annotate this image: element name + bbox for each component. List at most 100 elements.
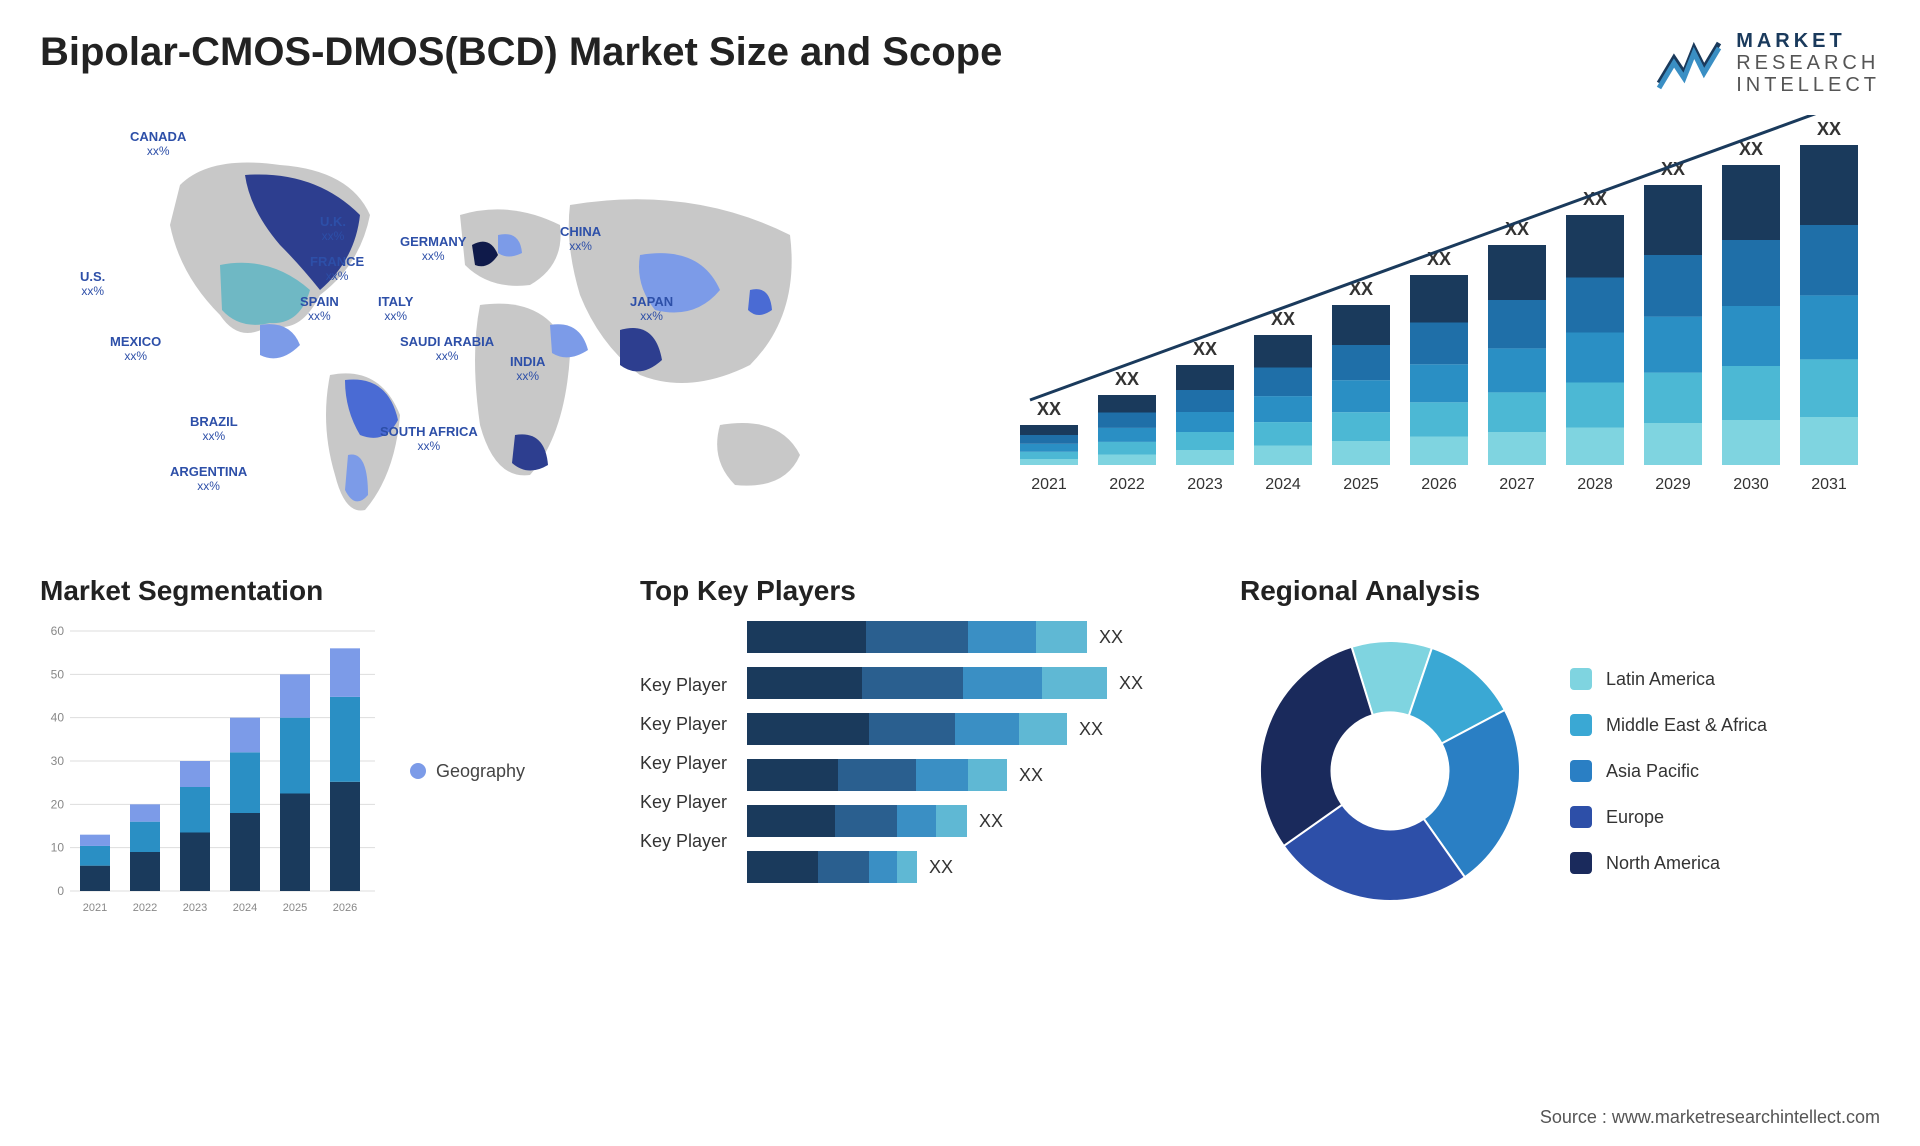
regional-legend-item: Asia Pacific — [1570, 760, 1767, 782]
header: Bipolar-CMOS-DMOS(BCD) Market Size and S… — [40, 20, 1880, 105]
page-title: Bipolar-CMOS-DMOS(BCD) Market Size and S… — [40, 20, 1002, 105]
map-label: SPAINxx% — [300, 295, 339, 324]
legend-swatch — [1570, 760, 1592, 782]
svg-text:2026: 2026 — [1421, 476, 1457, 493]
regional-panel: Regional Analysis Latin America Middle Ea… — [1240, 575, 1880, 921]
map-label: BRAZILxx% — [190, 415, 238, 444]
svg-text:2025: 2025 — [283, 902, 307, 914]
player-row: XX — [747, 667, 1200, 699]
segmentation-chart: 0 10 20 30 40 50 60 2021 2022 2023 2024 2025 2026 — [40, 621, 380, 921]
map-label: JAPANxx% — [630, 295, 673, 324]
players-labels: Key PlayerKey PlayerKey PlayerKey Player… — [640, 621, 727, 883]
map-label: CANADAxx% — [130, 130, 186, 159]
legend-swatch — [1570, 806, 1592, 828]
legend-label: Latin America — [1606, 669, 1715, 690]
players-bars: XX XX XX XX XX XX — [747, 621, 1200, 883]
player-value: XX — [1099, 627, 1123, 648]
regional-legend-item: Europe — [1570, 806, 1767, 828]
logo-line1: MARKET — [1736, 30, 1880, 52]
svg-text:0: 0 — [57, 884, 64, 898]
svg-text:2021: 2021 — [83, 902, 107, 914]
logo-text: MARKET RESEARCH INTELLECT — [1736, 30, 1880, 96]
source-text: Source : www.marketresearchintellect.com — [1540, 1107, 1880, 1128]
legend-swatch — [1570, 714, 1592, 736]
svg-text:XX: XX — [1739, 139, 1763, 159]
svg-text:2022: 2022 — [1109, 476, 1145, 493]
svg-text:2027: 2027 — [1499, 476, 1535, 493]
regional-legend-item: Latin America — [1570, 668, 1767, 690]
svg-text:20: 20 — [51, 797, 65, 811]
map-label: FRANCExx% — [310, 255, 364, 284]
player-value: XX — [1079, 719, 1103, 740]
svg-text:XX: XX — [1115, 369, 1139, 389]
map-label: SOUTH AFRICAxx% — [380, 425, 478, 454]
player-value: XX — [1119, 673, 1143, 694]
segmentation-panel: Market Segmentation 0 10 20 30 40 50 60 2021 202… — [40, 575, 600, 921]
svg-text:2028: 2028 — [1577, 476, 1613, 493]
legend-swatch — [410, 763, 426, 779]
svg-text:2023: 2023 — [183, 902, 207, 914]
map-label: MEXICOxx% — [110, 335, 161, 364]
regional-title: Regional Analysis — [1240, 575, 1880, 607]
player-value: XX — [979, 811, 1003, 832]
svg-text:XX: XX — [1817, 119, 1841, 139]
top-row: CANADAxx% U.S.xx% MEXICOxx% BRAZILxx% ARGENT… — [40, 115, 1880, 535]
bottom-row: Market Segmentation 0 10 20 30 40 50 60 2021 202… — [40, 575, 1880, 921]
player-label: Key Player — [640, 792, 727, 813]
svg-text:2024: 2024 — [1265, 476, 1301, 493]
map-label: U.K.xx% — [320, 215, 346, 244]
donut-chart — [1240, 621, 1540, 921]
regional-legend: Latin America Middle East & Africa Asia Pa… — [1570, 668, 1767, 874]
svg-text:2030: 2030 — [1733, 476, 1769, 493]
svg-text:2029: 2029 — [1655, 476, 1691, 493]
svg-text:50: 50 — [51, 667, 65, 681]
player-row: XX — [747, 713, 1200, 745]
svg-text:2031: 2031 — [1811, 476, 1847, 493]
svg-text:XX: XX — [1193, 339, 1217, 359]
logo-line2: RESEARCH — [1736, 52, 1880, 74]
svg-text:2026: 2026 — [333, 902, 357, 914]
segmentation-title: Market Segmentation — [40, 575, 600, 607]
svg-text:10: 10 — [51, 841, 65, 855]
legend-label: North America — [1606, 853, 1720, 874]
player-value: XX — [929, 857, 953, 878]
map-label: GERMANYxx% — [400, 235, 466, 264]
regional-legend-item: Middle East & Africa — [1570, 714, 1767, 736]
svg-text:60: 60 — [51, 624, 65, 638]
logo: MARKET RESEARCH INTELLECT — [1654, 20, 1880, 96]
legend-label: Europe — [1606, 807, 1664, 828]
svg-text:XX: XX — [1037, 399, 1061, 419]
players-title: Top Key Players — [640, 575, 1200, 607]
svg-text:40: 40 — [51, 711, 65, 725]
logo-icon — [1654, 33, 1724, 93]
legend-label: Geography — [436, 761, 525, 782]
map-label: U.S.xx% — [80, 270, 105, 299]
svg-text:2025: 2025 — [1343, 476, 1379, 493]
legend-label: Middle East & Africa — [1606, 715, 1767, 736]
player-value: XX — [1019, 765, 1043, 786]
map-label: ARGENTINAxx% — [170, 465, 247, 494]
map-label: CHINAxx% — [560, 225, 601, 254]
player-row: XX — [747, 851, 1200, 883]
growth-chart: XX2021XX2022XX2023XX2024XX2025XX2026XX20… — [1000, 115, 1880, 535]
player-label: Key Player — [640, 714, 727, 735]
map-label: ITALYxx% — [378, 295, 413, 324]
world-map-panel: CANADAxx% U.S.xx% MEXICOxx% BRAZILxx% ARGENT… — [40, 115, 960, 535]
svg-text:30: 30 — [51, 754, 65, 768]
growth-chart-panel: XX2021XX2022XX2023XX2024XX2025XX2026XX20… — [1000, 115, 1880, 535]
players-panel: Top Key Players Key Player Key Player Key … — [640, 575, 1200, 921]
player-label: Key Player — [640, 753, 727, 774]
svg-text:2021: 2021 — [1031, 476, 1067, 493]
logo-line3: INTELLECT — [1736, 74, 1880, 96]
player-row: XX — [747, 805, 1200, 837]
player-row: XX — [747, 759, 1200, 791]
svg-text:2024: 2024 — [233, 902, 257, 914]
segmentation-legend: Geography — [410, 761, 525, 782]
regional-legend-item: North America — [1570, 852, 1767, 874]
legend-swatch — [1570, 852, 1592, 874]
svg-text:2023: 2023 — [1187, 476, 1223, 493]
svg-text:2022: 2022 — [133, 902, 157, 914]
legend-swatch — [1570, 668, 1592, 690]
legend-label: Asia Pacific — [1606, 761, 1699, 782]
map-label: INDIAxx% — [510, 355, 545, 384]
